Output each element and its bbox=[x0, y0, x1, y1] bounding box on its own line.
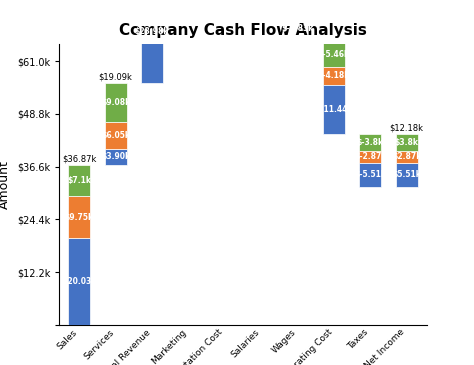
Text: $12.18k: $12.18k bbox=[390, 123, 424, 132]
Bar bbox=[105, 83, 127, 122]
Text: $3.90k: $3.90k bbox=[101, 153, 130, 161]
Text: $5.51k: $5.51k bbox=[392, 170, 421, 179]
Bar bbox=[359, 150, 381, 163]
Bar bbox=[359, 134, 381, 150]
Bar bbox=[323, 85, 345, 134]
Text: $19.09k: $19.09k bbox=[99, 72, 133, 81]
Bar bbox=[396, 134, 418, 150]
Text: $9.08k: $9.08k bbox=[101, 98, 130, 107]
Text: $2.87k: $2.87k bbox=[392, 152, 421, 161]
Text: $6.05k: $6.05k bbox=[101, 131, 130, 140]
Text: $7.1k: $7.1k bbox=[67, 176, 91, 185]
Text: $20.03k: $20.03k bbox=[62, 277, 96, 286]
Bar bbox=[323, 66, 345, 85]
Text: $-2.87k: $-2.87k bbox=[354, 152, 386, 161]
Bar bbox=[105, 149, 127, 165]
Title: Company Cash Flow Analysis: Company Cash Flow Analysis bbox=[119, 23, 367, 38]
Text: $3.8k: $3.8k bbox=[394, 138, 419, 147]
Bar bbox=[105, 122, 127, 149]
Bar bbox=[68, 196, 90, 238]
Bar bbox=[323, 43, 345, 66]
Text: $-6.83k: $-6.83k bbox=[281, 24, 314, 33]
Bar bbox=[359, 163, 381, 187]
Text: $23.98k: $23.98k bbox=[135, 27, 169, 36]
Text: $-11.44k: $-11.44k bbox=[315, 105, 353, 114]
Bar bbox=[396, 150, 418, 163]
Bar bbox=[287, 0, 309, 14]
Bar bbox=[68, 165, 90, 196]
Bar bbox=[287, 14, 309, 43]
Bar bbox=[68, 238, 90, 325]
Text: $-3.8k: $-3.8k bbox=[356, 138, 384, 147]
Text: $9.75k: $9.75k bbox=[64, 213, 94, 222]
Y-axis label: Amount: Amount bbox=[0, 160, 11, 209]
Text: $-3.7k: $-3.7k bbox=[284, 1, 311, 10]
Text: $36.87k: $36.87k bbox=[62, 155, 96, 164]
Text: $-5.51k: $-5.51k bbox=[354, 170, 386, 179]
Bar bbox=[141, 0, 163, 83]
Bar bbox=[396, 163, 418, 187]
Text: $-4.18k: $-4.18k bbox=[318, 71, 350, 80]
Text: $-5.46k: $-5.46k bbox=[318, 50, 350, 59]
